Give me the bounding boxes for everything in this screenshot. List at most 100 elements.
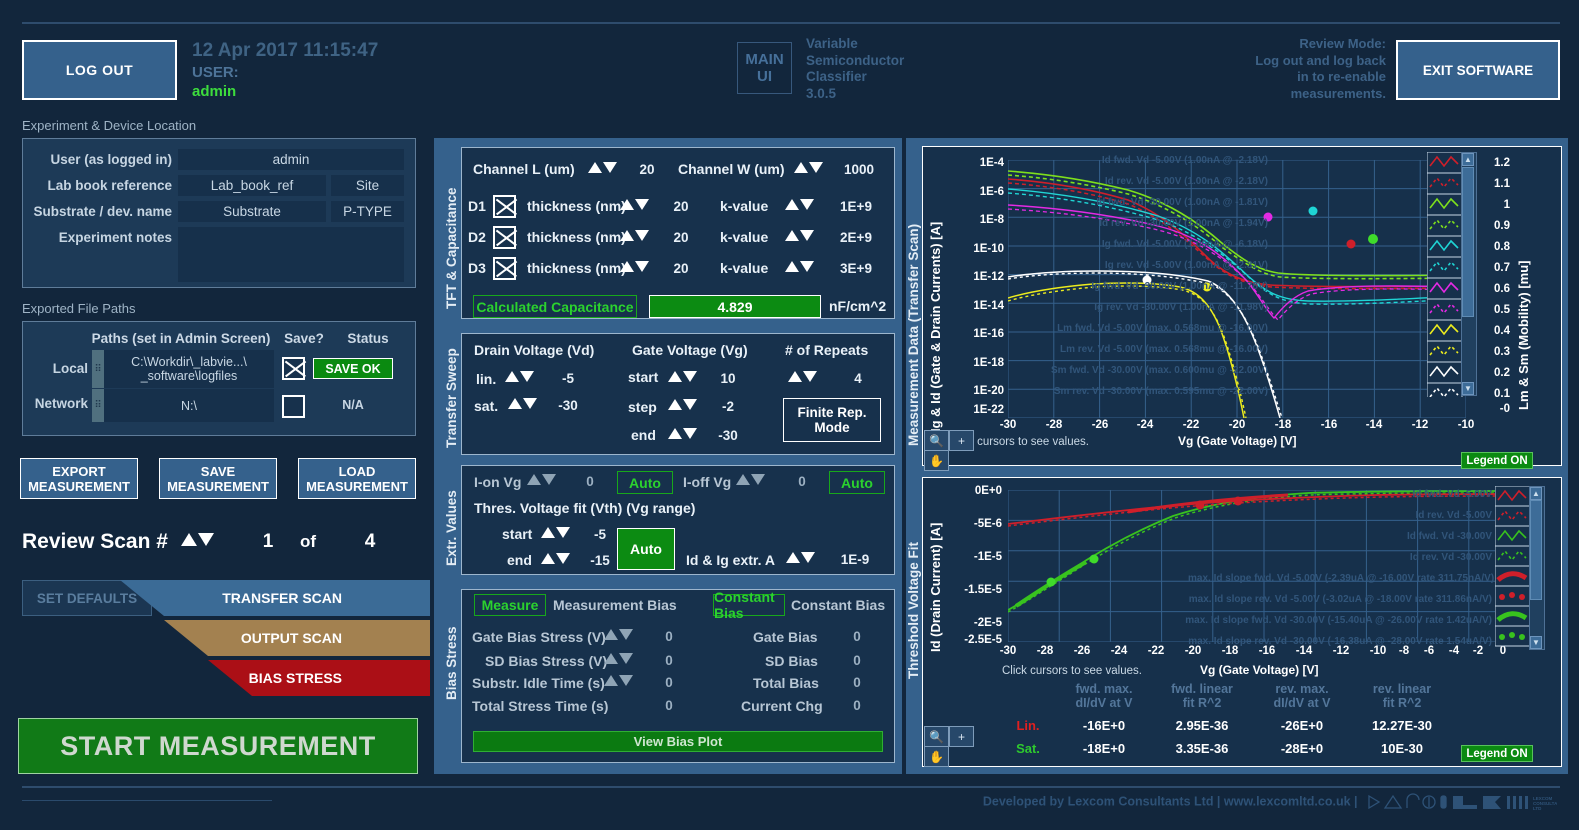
vth-start-value[interactable]: -5 xyxy=(593,527,606,542)
dielectric-3-thickness-stepper[interactable] xyxy=(620,261,649,272)
substr-idle-time-stepper[interactable] xyxy=(604,675,633,686)
repeats-stepper[interactable] xyxy=(788,371,817,382)
labbook-field[interactable]: Lab_book_ref xyxy=(178,175,326,196)
stepper-down-icon[interactable] xyxy=(520,371,534,382)
stepper-up-icon[interactable] xyxy=(541,553,555,564)
zoom-tool-icon[interactable]: 🔍 xyxy=(924,726,949,747)
threshold-fit-legend-button[interactable]: Legend ON xyxy=(1461,745,1533,762)
dielectric-2-kvalue-stepper[interactable] xyxy=(785,230,814,241)
devtype-field[interactable]: P-TYPE xyxy=(331,201,404,222)
dielectric-2-thickness-stepper[interactable] xyxy=(620,230,649,241)
stepper-down-icon[interactable] xyxy=(751,474,765,485)
stepper-up-icon[interactable] xyxy=(794,162,808,173)
notes-field[interactable] xyxy=(178,227,404,282)
pan-tool-icon[interactable]: ✋ xyxy=(924,450,949,471)
load-measurement-button[interactable]: LOAD MEASUREMENT xyxy=(298,458,416,499)
bias-ribbon-shape[interactable] xyxy=(208,660,430,696)
stepper-down-icon[interactable] xyxy=(198,533,214,546)
stepper-up-icon[interactable] xyxy=(785,199,799,210)
stepper-down-icon[interactable] xyxy=(683,371,697,382)
lin-value[interactable]: -5 xyxy=(561,371,574,386)
scrollbar-up-arrow-icon[interactable]: ▲ xyxy=(1462,153,1474,166)
local-path-scroll-grip[interactable]: ⠿ xyxy=(92,350,104,388)
tab-transfer-scan[interactable]: TRANSFER SCAN xyxy=(222,590,342,606)
threshold-legend-scroll-thumb[interactable] xyxy=(1530,500,1542,600)
stepper-up-icon[interactable] xyxy=(508,398,522,409)
threshold-fit-plot[interactable] xyxy=(1008,490,1520,642)
stepper-down-icon[interactable] xyxy=(801,552,815,563)
measurement-bias-measure-button[interactable]: Measure xyxy=(474,594,546,616)
stepper-up-icon[interactable] xyxy=(736,474,750,485)
gate-step-value[interactable]: -2 xyxy=(721,399,734,414)
stepper-down-icon[interactable] xyxy=(542,474,556,485)
stepper-up-icon[interactable] xyxy=(786,552,800,563)
stepper-down-icon[interactable] xyxy=(619,629,633,640)
stepper-up-icon[interactable] xyxy=(668,428,682,439)
dielectric-1-thickness-value[interactable]: 20 xyxy=(673,199,689,214)
network-path-field[interactable]: N:\ xyxy=(104,389,274,422)
transfer-legend-scroll-thumb[interactable] xyxy=(1462,167,1474,317)
tab-output-scan[interactable]: OUTPUT SCAN xyxy=(240,630,342,646)
id-ig-extr-stepper[interactable] xyxy=(786,552,815,563)
gate-start-value[interactable]: 10 xyxy=(720,371,736,386)
exit-software-button[interactable]: EXIT SOFTWARE xyxy=(1396,40,1560,100)
stepper-up-icon[interactable] xyxy=(505,371,519,382)
stepper-up-icon[interactable] xyxy=(788,371,802,382)
stepper-down-icon[interactable] xyxy=(556,527,570,538)
zoom-tool-icon[interactable]: 🔍 xyxy=(924,430,949,451)
dielectric-1-kvalue-value[interactable]: 1E+9 xyxy=(840,199,872,214)
channel-w-stepper[interactable] xyxy=(794,162,823,173)
stepper-down-icon[interactable] xyxy=(635,199,649,210)
start-measurement-button[interactable]: START MEASUREMENT xyxy=(18,718,418,774)
sd-bias-stress-value[interactable]: 0 xyxy=(665,653,673,668)
stepper-up-icon[interactable] xyxy=(620,199,634,210)
id-ig-extr-value[interactable]: 1E-9 xyxy=(840,552,870,567)
transfer-ribbon-shape[interactable] xyxy=(120,580,430,616)
network-save-checkbox[interactable] xyxy=(282,395,305,418)
stepper-up-icon[interactable] xyxy=(541,527,555,538)
stepper-up-icon[interactable] xyxy=(181,533,197,546)
vth-end-value[interactable]: -15 xyxy=(590,553,610,568)
transfer-scan-legend-button[interactable]: Legend ON xyxy=(1461,452,1533,469)
channel-l-value[interactable]: 20 xyxy=(639,162,655,177)
stepper-down-icon[interactable] xyxy=(800,199,814,210)
dielectric-3-thickness-value[interactable]: 20 xyxy=(673,261,689,276)
plus-tool-icon[interactable]: + xyxy=(949,430,974,451)
gate-step-stepper[interactable] xyxy=(668,399,697,410)
pan-tool-icon[interactable]: ✋ xyxy=(924,746,949,767)
stepper-up-icon[interactable] xyxy=(620,261,634,272)
ioff-auto-button[interactable]: Auto xyxy=(829,471,885,494)
substrate-field[interactable]: Substrate xyxy=(178,201,326,222)
vth-auto-button[interactable]: Auto xyxy=(617,528,675,570)
stepper-up-icon[interactable] xyxy=(604,629,618,640)
export-measurement-button[interactable]: EXPORT MEASUREMENT xyxy=(20,458,138,499)
vth-start-stepper[interactable] xyxy=(541,527,570,538)
network-path-scroll-grip[interactable]: ⠿ xyxy=(92,389,104,422)
view-bias-plot-button[interactable]: View Bias Plot xyxy=(473,731,883,752)
user-field[interactable]: admin xyxy=(178,149,404,170)
scrollbar-down-arrow-icon[interactable]: ▼ xyxy=(1462,382,1474,395)
channel-w-value[interactable]: 1000 xyxy=(843,162,875,177)
gate-end-value[interactable]: -30 xyxy=(718,428,738,443)
local-save-checkbox[interactable] xyxy=(282,357,305,380)
tab-bias-stress[interactable]: BIAS STRESS xyxy=(248,670,342,686)
ion-auto-button[interactable]: Auto xyxy=(617,471,673,494)
local-path-field[interactable]: C:\Workdir\_labvie...\ _software\logfile… xyxy=(104,350,274,388)
stepper-down-icon[interactable] xyxy=(556,553,570,564)
vth-end-stepper[interactable] xyxy=(541,553,570,564)
gate-bias-stress-value[interactable]: 0 xyxy=(665,629,673,644)
stepper-down-icon[interactable] xyxy=(635,230,649,241)
substr-idle-time-value[interactable]: 0 xyxy=(665,675,673,690)
stepper-down-icon[interactable] xyxy=(683,399,697,410)
sd-bias-stress-stepper[interactable] xyxy=(604,653,633,664)
stepper-down-icon[interactable] xyxy=(683,428,697,439)
channel-l-stepper[interactable] xyxy=(588,162,617,173)
constant-bias-measure-button[interactable]: Constant Bias xyxy=(713,589,785,621)
stepper-down-icon[interactable] xyxy=(619,675,633,686)
sat-stepper[interactable] xyxy=(508,398,537,409)
output-ribbon-shape[interactable] xyxy=(164,620,430,656)
lin-stepper[interactable] xyxy=(505,371,534,382)
gate-end-stepper[interactable] xyxy=(668,428,697,439)
stepper-up-icon[interactable] xyxy=(668,399,682,410)
scrollbar-up-arrow-icon[interactable]: ▲ xyxy=(1530,487,1542,500)
